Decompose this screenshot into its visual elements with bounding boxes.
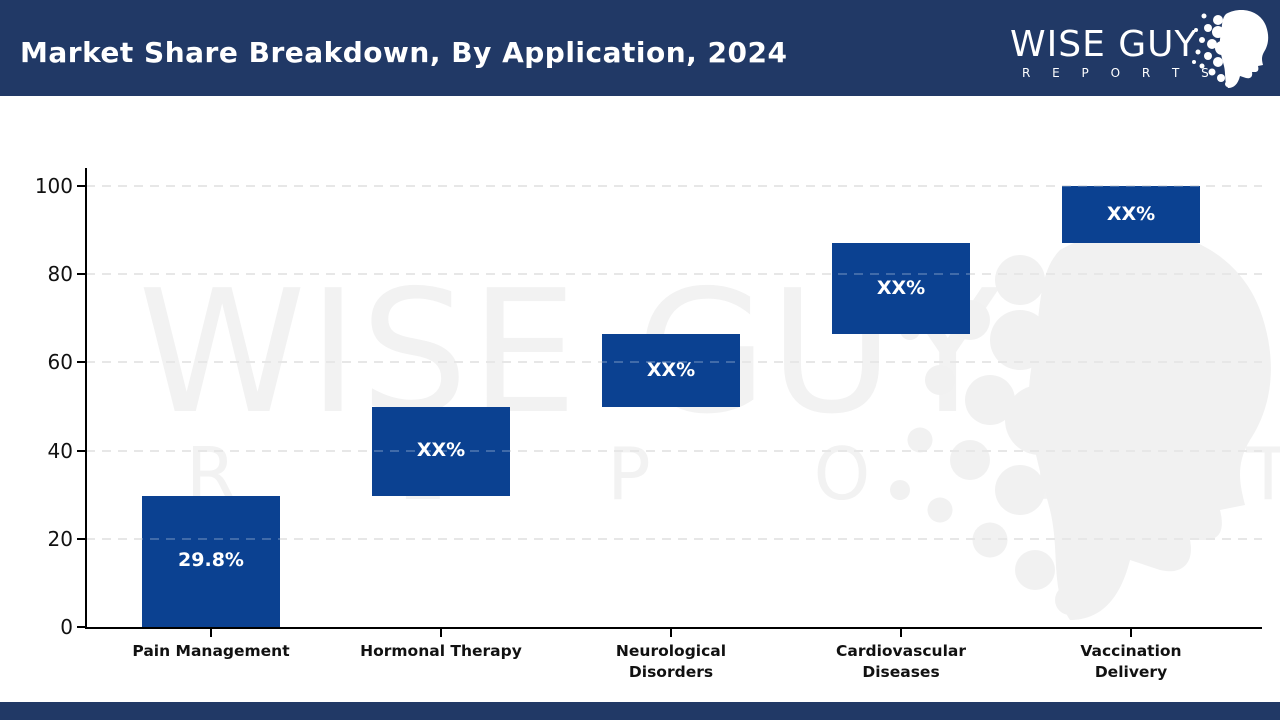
bar-value-label: XX% (416, 439, 466, 462)
y-axis-tick (77, 626, 85, 628)
gridline-overlay (86, 273, 1262, 276)
x-axis-tick (1130, 629, 1132, 637)
category-label-line: Neurological (615, 642, 727, 660)
gridline (86, 537, 1262, 540)
category-label-line: Cardiovascular (836, 642, 966, 660)
footer-bar (0, 702, 1280, 720)
y-axis-tick-label: 60 (47, 350, 73, 375)
category-label: Hormonal Therapy (326, 641, 556, 662)
bar-value-label: 29.8% (178, 549, 244, 572)
bar-segment (142, 495, 280, 627)
y-axis-tick-label: 20 (47, 526, 73, 551)
y-axis-tick (77, 273, 85, 276)
category-label: Vaccination Delivery (1016, 641, 1246, 683)
x-axis-tick (670, 629, 672, 637)
y-axis-tick-label: 40 (47, 438, 73, 463)
bar-segment (602, 333, 740, 408)
brand-logo: WISE GUY R E P O R T S (1010, 6, 1270, 92)
y-axis-tick (77, 449, 85, 452)
chart-title: Market Share Breakdown, By Application, … (20, 36, 788, 69)
y-axis-tick (77, 537, 85, 540)
gridline (86, 185, 1262, 187)
brand-logo-text: WISE GUY (1010, 24, 1198, 65)
x-axis-tick (440, 629, 442, 637)
bar-value-label: XX% (646, 358, 696, 381)
x-axis-tick (210, 629, 212, 637)
category-label-line: Pain Management (132, 642, 290, 660)
x-axis-tick (900, 629, 902, 637)
brand-head-icon (1192, 10, 1269, 88)
gridline-overlay (86, 537, 1262, 540)
brand-logo-subtext: R E P O R T S (1022, 66, 1218, 80)
category-label-line: Delivery (1094, 663, 1168, 681)
category-label: Neurological Disorders (556, 641, 786, 683)
y-axis-tick (77, 185, 85, 187)
bar-value-label: XX% (1106, 202, 1156, 225)
category-label-line: Hormonal Therapy (360, 642, 522, 660)
bar-segment (1062, 186, 1200, 244)
gridline-overlay (86, 185, 1262, 187)
gridline (86, 273, 1262, 276)
category-label-line: Diseases (862, 663, 940, 681)
y-axis-tick (77, 361, 85, 364)
gridline-overlay (86, 361, 1262, 364)
bar-value-label: XX% (876, 276, 926, 299)
y-axis-tick-label: 100 (34, 174, 73, 198)
category-label-line: Disorders (628, 663, 714, 681)
x-axis-line (85, 627, 1262, 629)
y-axis-line (85, 168, 87, 629)
bar-segment (832, 243, 970, 334)
gridline-overlay (86, 449, 1262, 452)
category-label: Cardiovascular Diseases (786, 641, 1016, 683)
header-bar: Market Share Breakdown, By Application, … (0, 0, 1280, 96)
bar-segment (372, 407, 510, 496)
y-axis-tick-label: 80 (47, 262, 73, 287)
y-axis-tick-label: 0 (60, 615, 73, 639)
category-label-line: Vaccination (1080, 642, 1182, 660)
category-label: Pain Management (96, 641, 326, 662)
gridline (86, 449, 1262, 452)
